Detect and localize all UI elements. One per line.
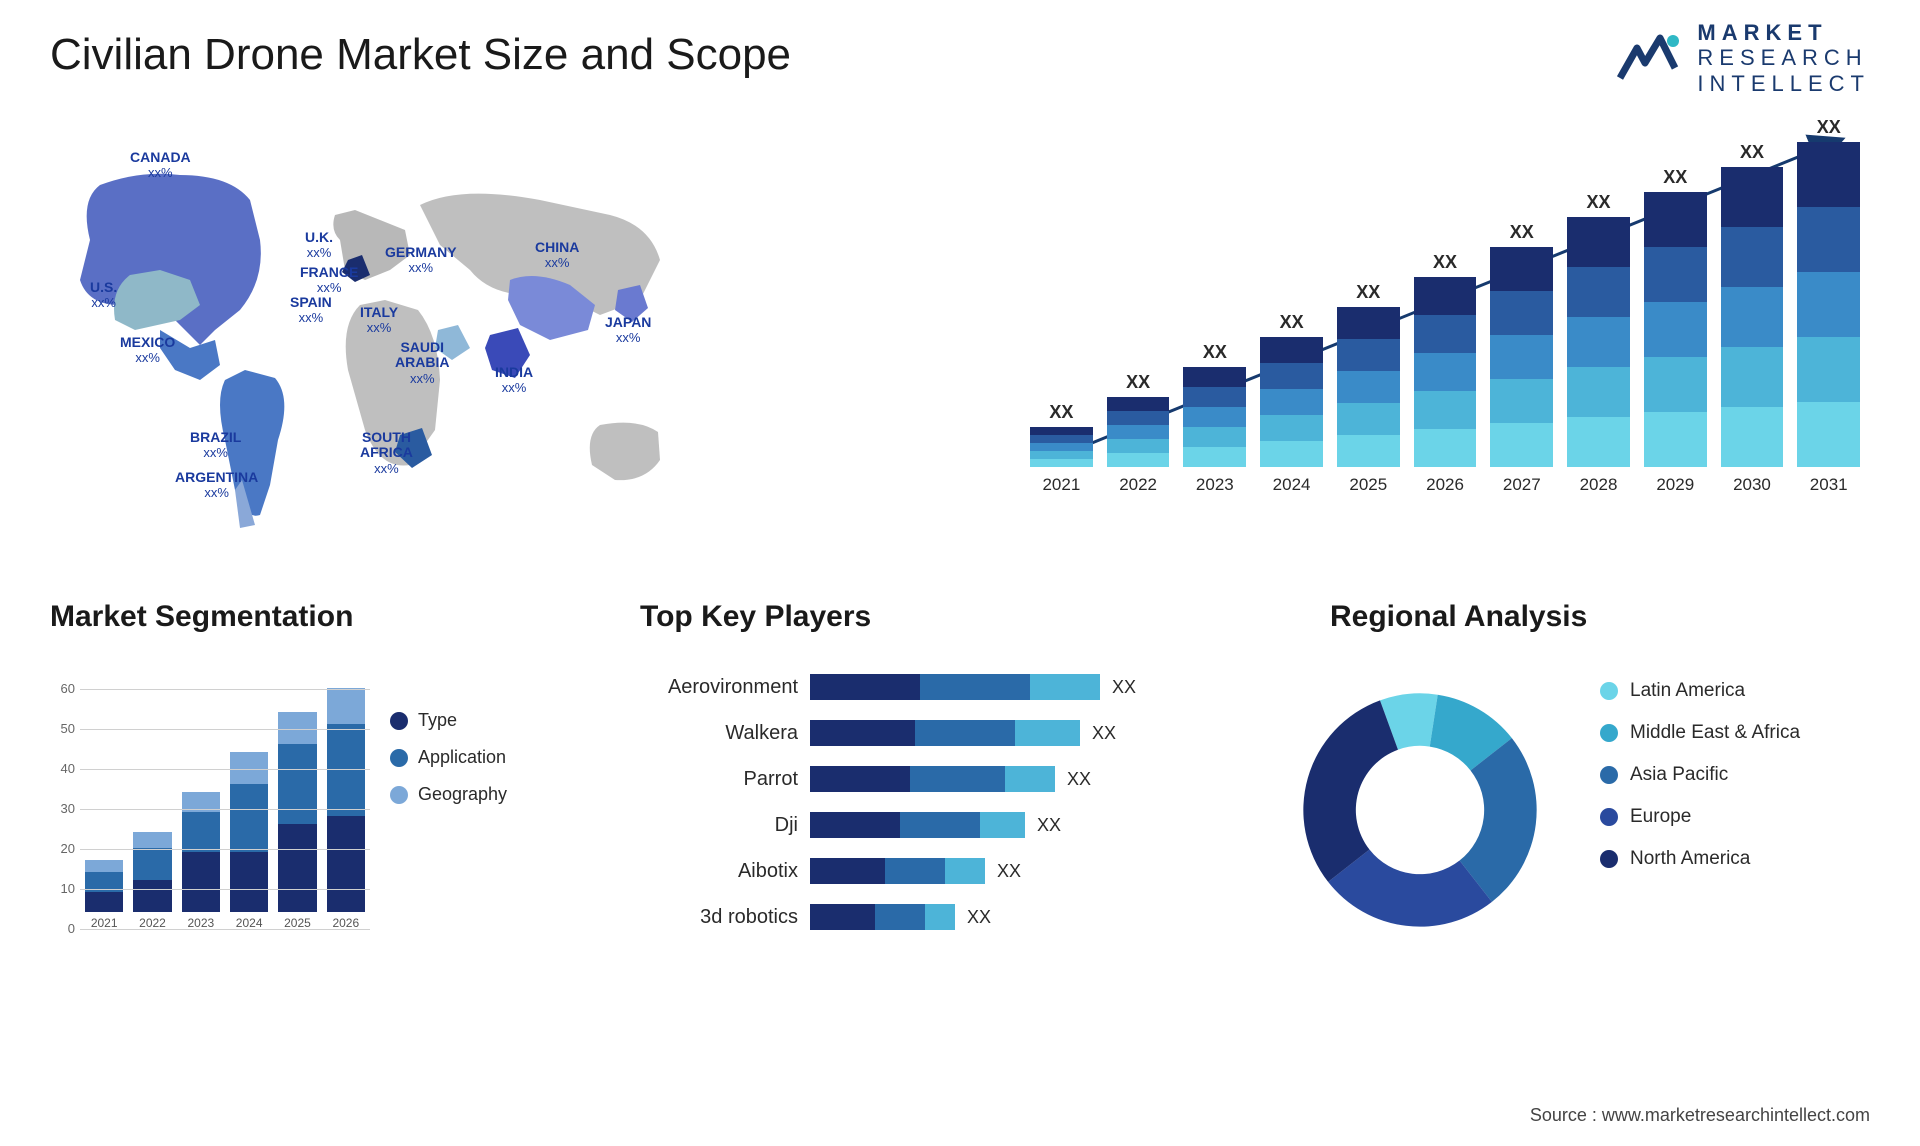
- map-label: ITALYxx%: [360, 305, 398, 336]
- segmentation-bar: 2023: [182, 792, 220, 930]
- segmentation-legend: Type Application Geography: [390, 710, 507, 821]
- map-label: MEXICOxx%: [120, 335, 175, 366]
- logo-line3: INTELLECT: [1697, 71, 1870, 96]
- map-label: SPAINxx%: [290, 295, 332, 326]
- player-row: 3d roboticsXX: [640, 900, 1160, 934]
- player-row: DjiXX: [640, 808, 1160, 842]
- forecast-bar: XX2027: [1490, 222, 1553, 495]
- map-label: CANADAxx%: [130, 150, 191, 181]
- map-label: SOUTHAFRICAxx%: [360, 430, 413, 476]
- forecast-bar: XX2023: [1183, 342, 1246, 495]
- logo-icon: [1615, 23, 1685, 93]
- forecast-bar: XX2030: [1721, 142, 1784, 495]
- segmentation-bar: 2022: [133, 832, 171, 930]
- map-label: FRANCExx%: [300, 265, 358, 296]
- logo-line1: MARKET: [1697, 20, 1870, 45]
- forecast-bar: XX2021: [1030, 402, 1093, 495]
- regional-title: Regional Analysis: [1330, 600, 1587, 634]
- regional-legend-item: Europe: [1600, 806, 1800, 828]
- segmentation-plot: 202120222023202420252026 0102030405060: [50, 670, 370, 950]
- regional-donut: [1270, 670, 1570, 950]
- map-label: CHINAxx%: [535, 240, 579, 271]
- regional-legend-item: Latin America: [1600, 680, 1800, 702]
- map-label: ARGENTINAxx%: [175, 470, 258, 501]
- segmentation-legend-item: Application: [390, 747, 507, 768]
- segmentation-legend-item: Type: [390, 710, 507, 731]
- forecast-bar: XX2025: [1337, 282, 1400, 495]
- segmentation-section: Market Segmentation 20212022202320242025…: [50, 610, 520, 960]
- regional-section: Regional Analysis Latin AmericaMiddle Ea…: [1270, 610, 1870, 960]
- source-attribution: Source : www.marketresearchintellect.com: [1530, 1105, 1870, 1126]
- regional-legend: Latin America Middle East & Africa Asia Pa…: [1600, 680, 1800, 890]
- player-row: ParrotXX: [640, 762, 1160, 796]
- logo-line2: RESEARCH: [1697, 45, 1870, 70]
- forecast-bar: XX2029: [1644, 167, 1707, 495]
- segmentation-bar: 2021: [85, 860, 123, 930]
- player-row: AibotixXX: [640, 854, 1160, 888]
- world-map: CANADAxx% U.S.xx%MEXICOxx% BRAZILxx% ARGENT…: [40, 130, 740, 530]
- players-title: Top Key Players: [640, 600, 871, 634]
- segmentation-legend-item: Geography: [390, 784, 507, 805]
- donut-slice: [1303, 700, 1398, 882]
- map-label: U.K.xx%: [305, 230, 333, 261]
- brand-logo: MARKET RESEARCH INTELLECT: [1615, 20, 1870, 96]
- forecast-bar: XX2026: [1414, 252, 1477, 495]
- player-row: AerovironmentXX: [640, 670, 1160, 704]
- page-title: Civilian Drone Market Size and Scope: [50, 30, 791, 80]
- map-label: INDIAxx%: [495, 365, 533, 396]
- regional-legend-item: North America: [1600, 848, 1800, 870]
- forecast-chart: XX2021XX2022XX2023XX2024XX2025XX2026XX20…: [990, 130, 1870, 530]
- forecast-bar: XX2022: [1107, 372, 1170, 495]
- player-row: WalkeraXX: [640, 716, 1160, 750]
- regional-legend-item: Middle East & Africa: [1600, 722, 1800, 744]
- map-label: GERMANYxx%: [385, 245, 457, 276]
- forecast-bar: XX2024: [1260, 312, 1323, 495]
- segmentation-bar: 2024: [230, 752, 268, 930]
- players-list: AerovironmentXX WalkeraXX ParrotXX DjiXX Aib…: [640, 670, 1160, 946]
- map-label: SAUDIARABIAxx%: [395, 340, 449, 386]
- players-section: Top Key Players AerovironmentXXWalkeraXX…: [640, 610, 1160, 960]
- forecast-bar: XX2031: [1797, 117, 1860, 495]
- segmentation-bar: 2025: [278, 712, 316, 930]
- map-label: JAPANxx%: [605, 315, 651, 346]
- map-label: U.S.xx%: [90, 280, 117, 311]
- segmentation-title: Market Segmentation: [50, 600, 353, 634]
- regional-legend-item: Asia Pacific: [1600, 764, 1800, 786]
- forecast-bar: XX2028: [1567, 192, 1630, 495]
- map-label: BRAZILxx%: [190, 430, 241, 461]
